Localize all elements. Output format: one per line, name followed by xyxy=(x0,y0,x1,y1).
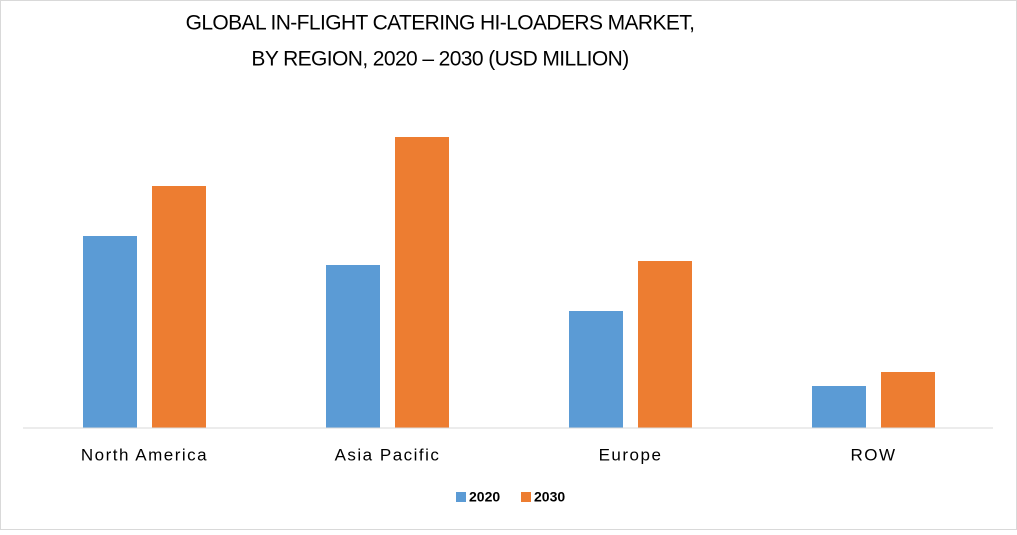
x-tick-label: North America xyxy=(81,445,208,464)
legend-label: 2020 xyxy=(469,489,500,505)
x-tick-label: Asia Pacific xyxy=(335,445,441,464)
x-tick-label: ROW xyxy=(850,445,896,464)
chart-title: BY REGION, 2020 – 2030 (USD MILLION) xyxy=(251,48,628,71)
bar xyxy=(638,261,692,428)
bar xyxy=(395,137,449,428)
legend-swatch xyxy=(456,492,466,502)
bar xyxy=(326,265,380,428)
bar xyxy=(881,372,935,428)
bar xyxy=(569,311,623,428)
legend-swatch xyxy=(521,492,531,502)
bar xyxy=(812,386,866,428)
x-tick-label: Europe xyxy=(599,445,663,464)
bar xyxy=(152,186,206,428)
legend-label: 2030 xyxy=(534,489,565,505)
bar xyxy=(83,236,137,428)
chart-title: GLOBAL IN-FLIGHT CATERING HI-LOADERS MAR… xyxy=(186,12,695,35)
